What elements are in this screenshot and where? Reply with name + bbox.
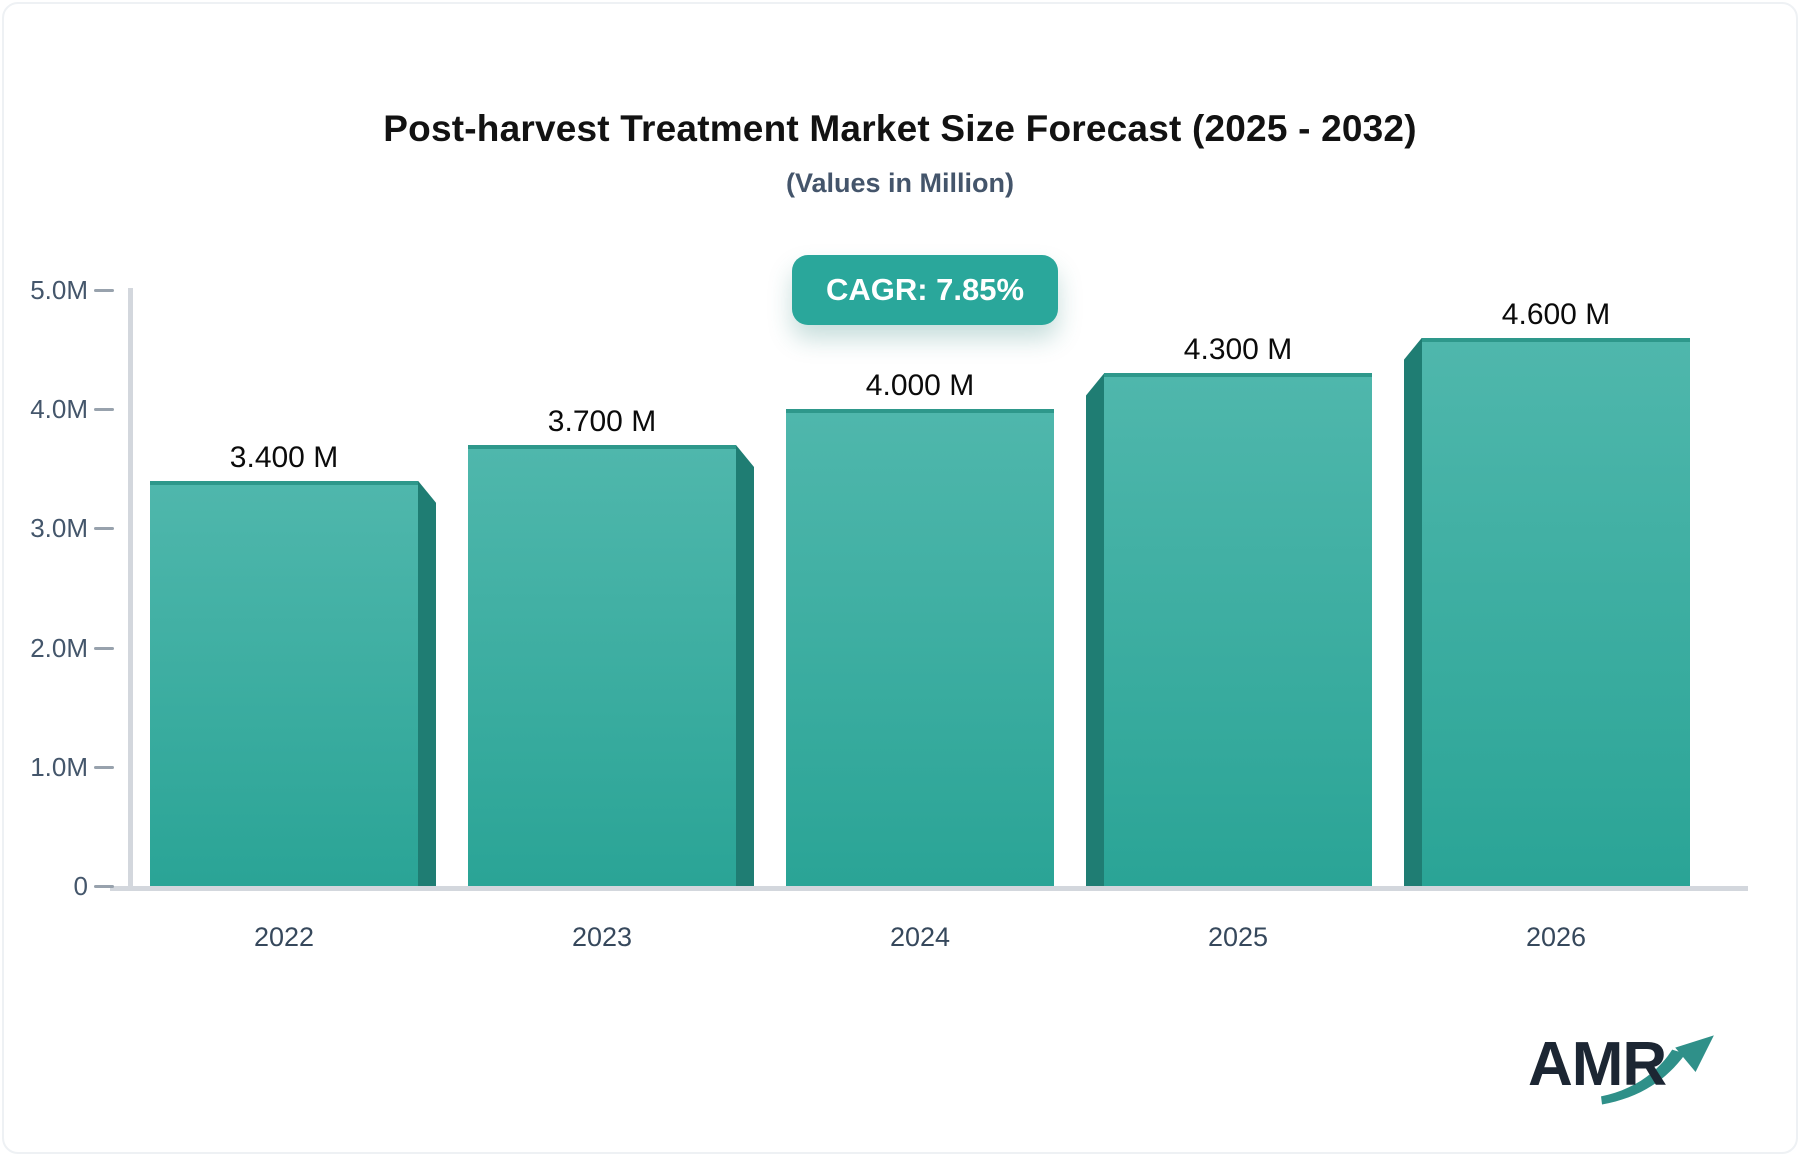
y-axis-tick-label: 4.0M [30,394,88,425]
chart-title: Post-harvest Treatment Market Size Forec… [383,108,1417,149]
bar-value-label: 4.600 M [1501,297,1611,331]
x-axis-label: 2024 [889,922,951,952]
y-axis-tick-label: 3.0M [30,513,88,544]
y-axis-tick-label: 1.0M [30,751,88,782]
x-axis-label: 2023 [571,922,633,952]
y-axis-tick-mark [94,527,114,531]
x-axis-line [110,886,1748,891]
bar[interactable] [1104,373,1372,886]
bar-side-bevel [736,444,754,886]
y-axis-tick-mark [94,646,114,650]
bar[interactable] [468,444,736,886]
y-axis-tick-label: 0 [73,871,88,901]
y-axis-tick-mark [94,289,114,292]
bar-value-label: 3.700 M [547,404,657,438]
chart-subtitle: (Values in Million) [785,168,1015,198]
x-axis-label: 2025 [1207,922,1269,952]
y-axis-line [128,288,133,888]
y-axis-tick-label: 2.0M [30,632,88,663]
bar[interactable] [150,480,418,886]
growth-arrow-icon [1601,1035,1714,1105]
bar[interactable] [786,409,1054,886]
cagr-badge: CAGR: 7.85% [792,255,1058,325]
bar-side-bevel [1404,337,1422,886]
bar[interactable] [1422,337,1690,886]
amr-logo-text: AMR [1528,1030,1667,1099]
bar-value-label: 3.400 M [229,440,339,474]
bar-value-label: 4.300 M [1183,333,1293,367]
amr-logo: AMR [1528,1032,1728,1122]
x-axis-label: 2026 [1525,922,1587,952]
bar-side-bevel [1086,373,1104,886]
y-axis-tick-mark [94,885,114,888]
y-axis-tick-label: 5.0M [30,275,88,305]
y-axis-tick-mark [94,765,114,769]
bar-side-bevel [418,480,436,886]
bar-value-label: 4.000 M [865,369,975,403]
x-axis-label: 2022 [253,922,315,952]
y-axis-tick-mark [94,408,114,412]
